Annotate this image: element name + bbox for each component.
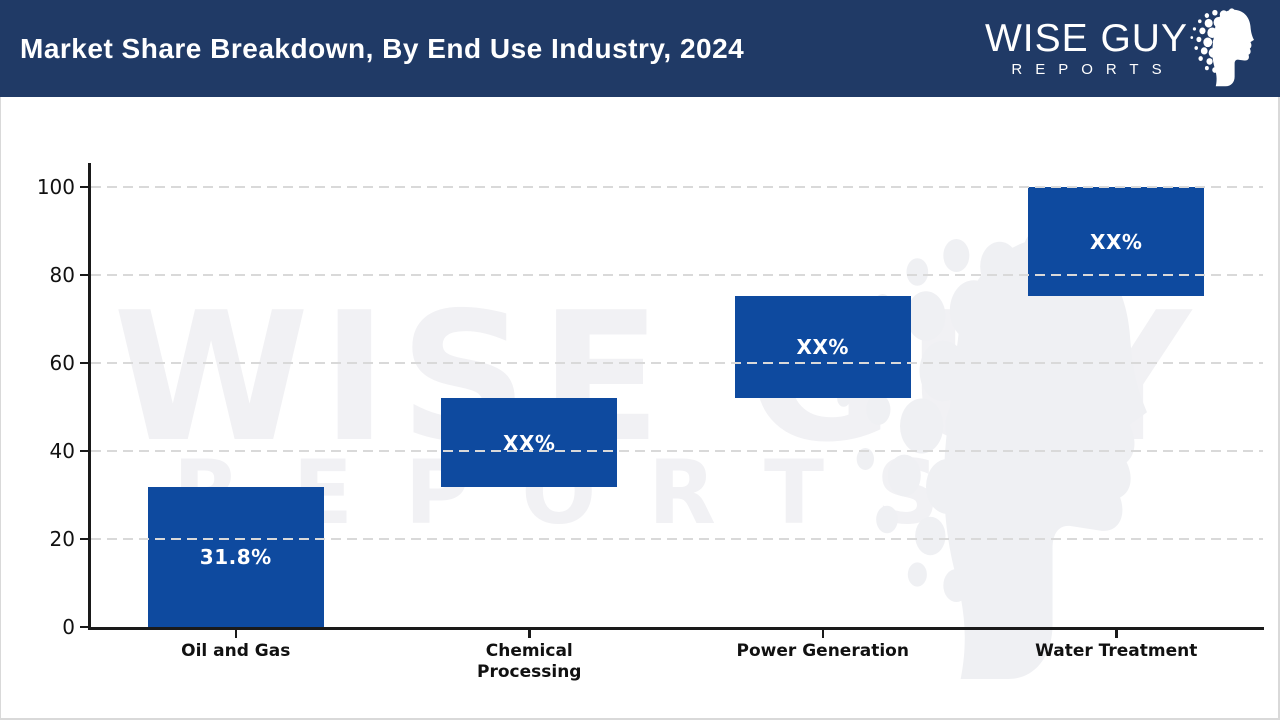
y-tick-label: 100: [36, 175, 75, 199]
gridline: [91, 450, 1263, 452]
gridline: [91, 538, 1263, 540]
x-tick-mark: [821, 629, 824, 638]
gridline: [91, 362, 1263, 364]
x-category-label: Power Generation: [736, 641, 909, 661]
plot-area: 31.8% XX% XX% XX% 0 20 40 60 80 100 Oil and Gas Che…: [1, 97, 1278, 718]
x-tick-mark: [234, 629, 237, 638]
bar-value-label: XX%: [503, 430, 556, 455]
wise-guy-logo: WISE GUY REPORTS: [985, 6, 1262, 92]
y-tick-mark: [80, 537, 89, 541]
logo-subtitle: REPORTS: [1011, 61, 1175, 78]
bar: XX%: [441, 398, 618, 488]
y-tick-label: 60: [49, 351, 75, 375]
page-title: Market Share Breakdown, By End Use Indus…: [20, 32, 745, 64]
x-category-label: Chemical Processing: [477, 641, 582, 682]
bar-value-label: XX%: [1090, 229, 1143, 254]
bar-value-label: XX%: [796, 335, 849, 360]
x-category-label: Oil and Gas: [181, 641, 291, 661]
y-tick-mark: [80, 625, 89, 629]
logo-wordmark: WISE GUY: [984, 17, 1188, 60]
bar: XX%: [734, 296, 911, 399]
x-axis-line: [88, 627, 1264, 630]
gridline: [91, 274, 1263, 276]
bar: 31.8%: [147, 487, 324, 627]
y-tick-mark: [80, 449, 89, 453]
gridline: [91, 186, 1263, 188]
bar-value-label: 31.8%: [199, 545, 272, 570]
y-tick-mark: [80, 361, 89, 365]
x-tick-mark: [528, 629, 531, 638]
y-tick-label: 20: [49, 527, 75, 551]
y-tick-label: 40: [49, 439, 75, 463]
y-tick-mark: [80, 273, 89, 277]
bar: XX%: [1028, 187, 1205, 297]
logo-face-icon: [1190, 7, 1254, 86]
y-tick-label: 80: [49, 263, 75, 287]
x-tick-mark: [1115, 629, 1118, 638]
x-category-label: Water Treatment: [1035, 641, 1198, 661]
chart-canvas: WISE GUY REPORTS 31.8% XX% XX% XX% 0 20 40 60 80…: [0, 97, 1280, 720]
y-tick-label: 0: [62, 615, 75, 639]
y-tick-mark: [80, 185, 89, 189]
y-axis-line: [88, 163, 91, 629]
logo-text: WISE GUY REPORTS: [984, 17, 1188, 79]
header: Market Share Breakdown, By End Use Indus…: [0, 0, 1280, 97]
